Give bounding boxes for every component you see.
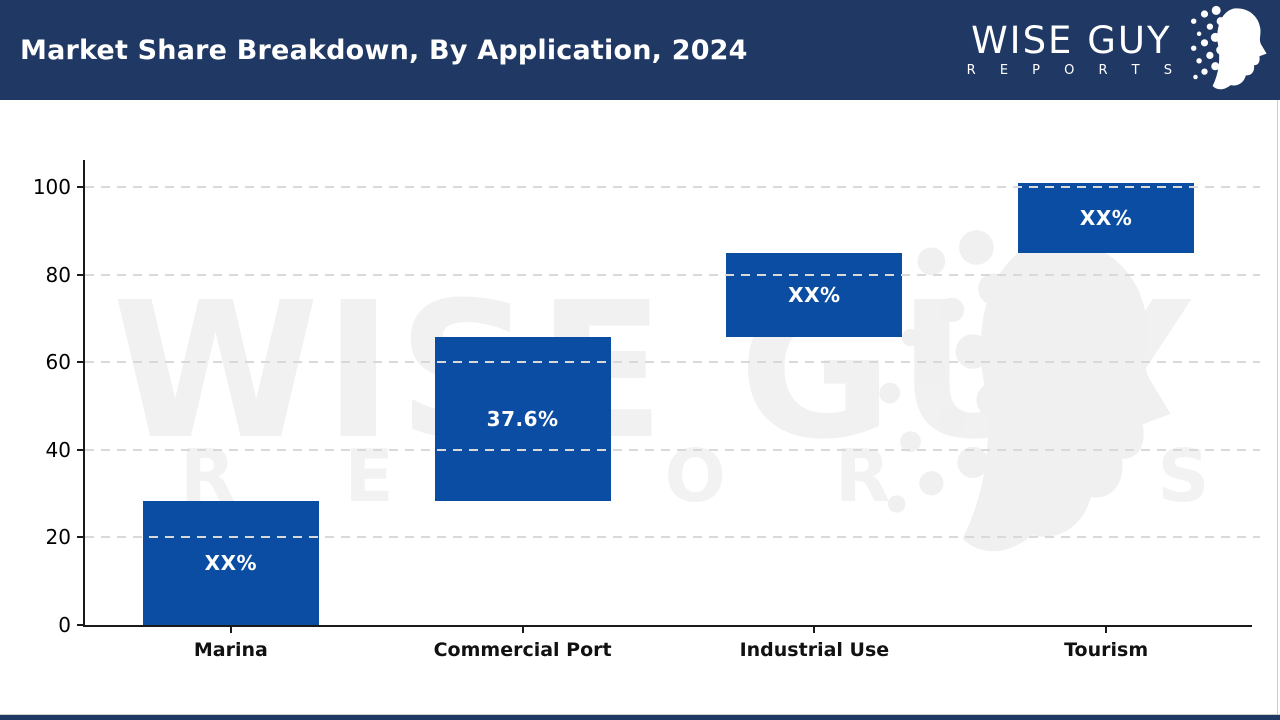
x-tick-tourism [1105,625,1108,633]
watermark-face-dots [879,230,1171,552]
bar-value-label-commercial-port: 37.6% [486,407,559,432]
y-tick-100 [77,186,85,188]
y-axis-label-40: 40 [45,437,71,462]
y-axis-label-20: 20 [45,525,71,550]
bar-tourism: XX% [1018,183,1195,253]
x-tick-commercial-port [521,625,524,633]
x-axis-label-commercial-port: Commercial Port [433,639,612,661]
bar-value-label-industrial-use: XX% [788,282,841,307]
bar-commercial-port: 37.6% [434,336,611,502]
wiseguy-logo: WISE GUY R E P O R T S [961,5,1280,95]
y-tick-20 [77,536,85,539]
bottom-border-line [0,714,1280,715]
y-axis-label-60: 60 [45,350,71,375]
header-bar: Market Share Breakdown, By Application, … [0,0,1280,100]
x-axis-label-industrial-use: Industrial Use [739,639,890,661]
x-axis-label-tourism: Tourism [1064,639,1149,661]
gridline-60 [85,361,1260,364]
x-tick-industrial-use [813,625,816,633]
footer-bar [0,715,1280,720]
y-tick-0 [77,624,85,626]
bar-value-label-tourism: XX% [1079,205,1133,230]
page-title: Market Share Breakdown, By Application, … [20,34,748,66]
gridline-80 [85,273,1260,276]
y-tick-80 [77,273,85,276]
y-axis-line [83,160,85,627]
gridline-20 [85,536,1260,539]
logo-face-dots-icon [1191,5,1267,90]
y-tick-60 [77,361,85,364]
bar-value-label-marina: XX% [204,551,258,576]
logo-subtitle: R E P O R T S [966,63,1182,78]
y-axis-label-100: 100 [32,175,71,199]
x-axis-label-marina: Marina [193,639,268,661]
gridline-100 [85,186,1260,188]
y-tick-40 [77,448,85,451]
x-tick-marina [229,625,232,633]
gridline-40 [85,448,1260,451]
right-border-line [1277,100,1278,716]
bar-marina: XX% [142,501,319,625]
x-axis-line [83,625,1252,627]
logo-wordmark: WISE GUY [971,19,1172,62]
logo-text: WISE GUY R E P O R T S [961,22,1182,78]
y-axis-label-0: 0 [58,613,71,637]
y-axis-label-80: 80 [45,262,71,287]
bar-industrial-use: XX% [726,252,903,337]
